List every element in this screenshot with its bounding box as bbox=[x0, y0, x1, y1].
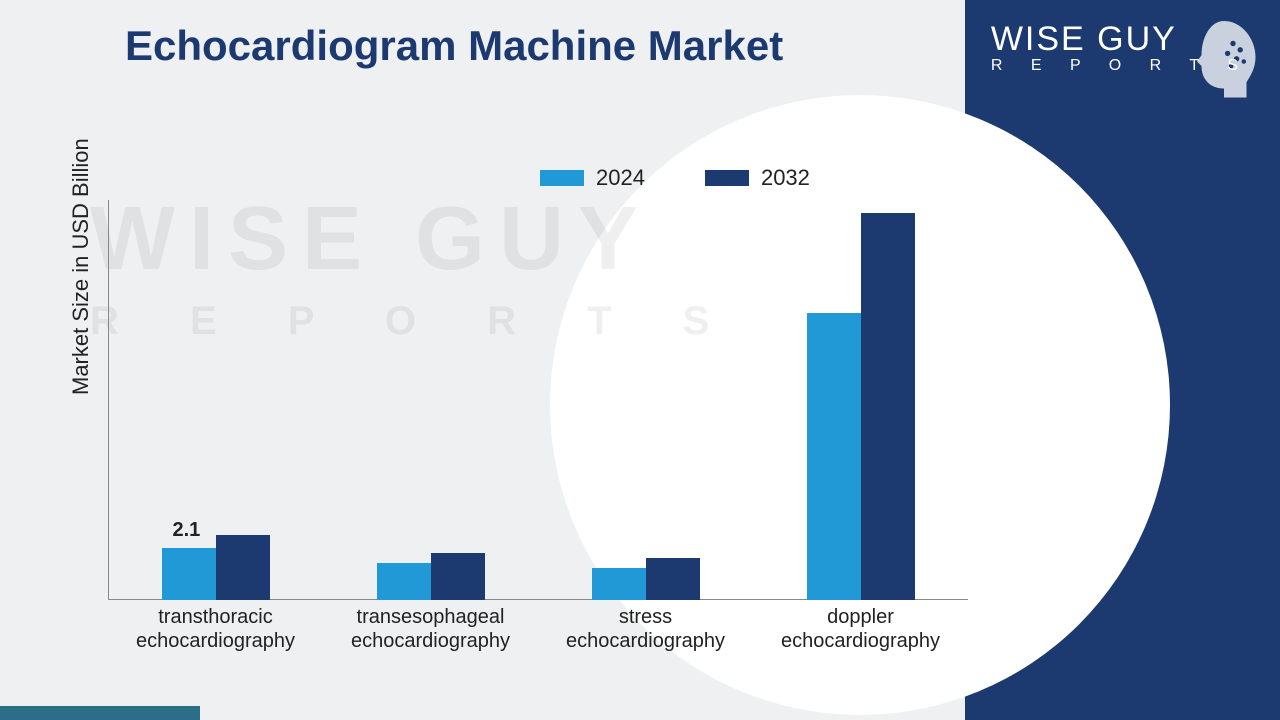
chart-plot-area: 2.1 bbox=[108, 200, 968, 600]
bar bbox=[431, 553, 485, 601]
x-axis-category-label: stressechocardiography bbox=[538, 605, 753, 653]
x-axis-category-label: dopplerechocardiography bbox=[753, 605, 968, 653]
bar bbox=[807, 313, 861, 601]
bar bbox=[216, 535, 270, 600]
logo-text-top: WISE GUY bbox=[991, 20, 1250, 59]
legend-label: 2032 bbox=[761, 165, 810, 191]
x-axis-category-label: transesophagealechocardiography bbox=[323, 605, 538, 653]
legend-swatch bbox=[540, 170, 584, 186]
bar bbox=[592, 568, 646, 601]
brand-logo: WISE GUY R E P O R T S bbox=[991, 20, 1250, 75]
legend-swatch bbox=[705, 170, 749, 186]
legend-item-2024: 2024 bbox=[540, 165, 645, 191]
chart-title: Echocardiogram Machine Market bbox=[125, 22, 783, 70]
bar bbox=[646, 558, 700, 601]
y-axis-line bbox=[108, 200, 109, 600]
legend-label: 2024 bbox=[596, 165, 645, 191]
x-axis-labels: transthoracicechocardiographytransesopha… bbox=[108, 605, 968, 653]
bar-value-label: 2.1 bbox=[173, 519, 201, 542]
x-axis-category-label: transthoracicechocardiography bbox=[108, 605, 323, 653]
logo-text-sub: R E P O R T S bbox=[991, 57, 1250, 75]
chart-canvas: { "title": "Echocardiogram Machine Marke… bbox=[0, 0, 1280, 720]
y-axis-label: Market Size in USD Billion bbox=[68, 138, 94, 395]
bottom-accent-strip bbox=[0, 706, 200, 720]
bar bbox=[861, 213, 915, 601]
bar bbox=[377, 563, 431, 601]
legend: 2024 2032 bbox=[540, 165, 810, 191]
bar bbox=[162, 548, 216, 601]
legend-item-2032: 2032 bbox=[705, 165, 810, 191]
